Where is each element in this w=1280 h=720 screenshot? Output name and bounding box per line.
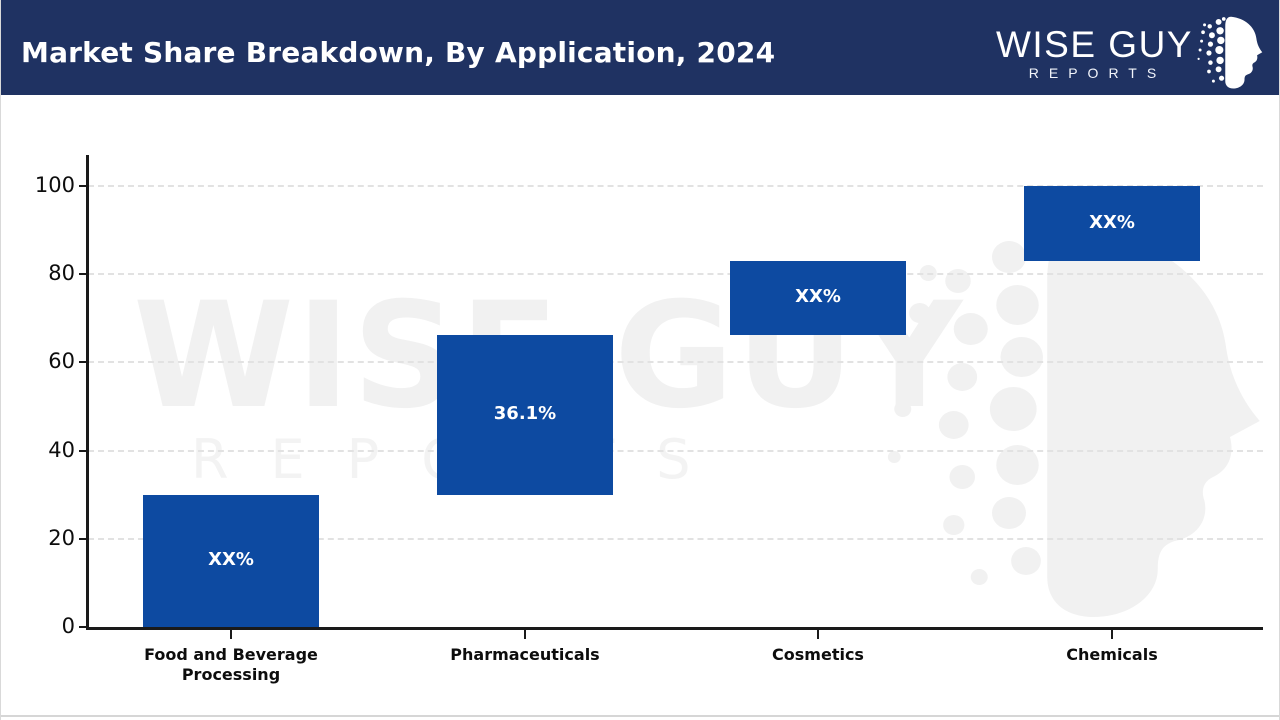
y-tick-label: 60 (48, 349, 75, 374)
y-tick-mark (79, 185, 88, 187)
logo-wordmark: WISE GUY (995, 23, 1193, 65)
category-label: Pharmaceuticals (450, 645, 600, 664)
y-tick-mark (79, 361, 88, 364)
x-tick-mark (230, 630, 232, 639)
logo-subtext: REPORTS (1028, 64, 1167, 81)
y-tick-mark (79, 449, 88, 452)
bottom-border-line (1, 715, 1279, 717)
category-label: Cosmetics (772, 645, 864, 664)
grid-line-60 (88, 361, 1263, 364)
logo-head-icon (1197, 16, 1263, 89)
x-tick-mark (524, 630, 526, 639)
y-tick-label: 20 (48, 525, 75, 550)
y-tick-mark (79, 626, 88, 628)
bar-1 (143, 494, 319, 627)
bar-3 (730, 261, 906, 336)
y-tick-label: 100 (34, 173, 75, 197)
wise-guy-logo: WISE GUY REPORTS (996, 15, 1263, 91)
y-tick-label: 0 (61, 614, 75, 638)
bar-value-label: XX% (1089, 211, 1135, 233)
y-tick-mark (79, 537, 88, 540)
bar-value-label: 36.1% (493, 403, 557, 425)
grid-line-20 (88, 537, 1263, 540)
bar-value-label: XX% (208, 548, 254, 570)
category-label: Food and Beverage Processing (144, 645, 318, 684)
header-bar: Market Share Breakdown, By Application, … (1, 0, 1279, 95)
grid-line-40 (88, 449, 1263, 452)
x-tick-mark (817, 630, 819, 639)
y-tick-label: 40 (48, 437, 75, 462)
page-title: Market Share Breakdown, By Application, … (21, 36, 776, 69)
grid-line-80 (88, 273, 1263, 276)
bar-value-label: XX% (795, 286, 841, 308)
bar-4 (1024, 186, 1200, 262)
x-axis-line (86, 627, 1263, 630)
grid-line-100 (88, 185, 1263, 187)
y-tick-mark (79, 273, 88, 276)
y-tick-label: 80 (48, 261, 75, 286)
bar-2 (437, 335, 613, 495)
x-tick-mark (1111, 630, 1113, 639)
category-label: Chemicals (1066, 645, 1158, 664)
y-axis-line (86, 155, 89, 630)
watermark-head-icon (887, 229, 1260, 617)
logo-text: WISE GUY REPORTS (996, 26, 1193, 80)
